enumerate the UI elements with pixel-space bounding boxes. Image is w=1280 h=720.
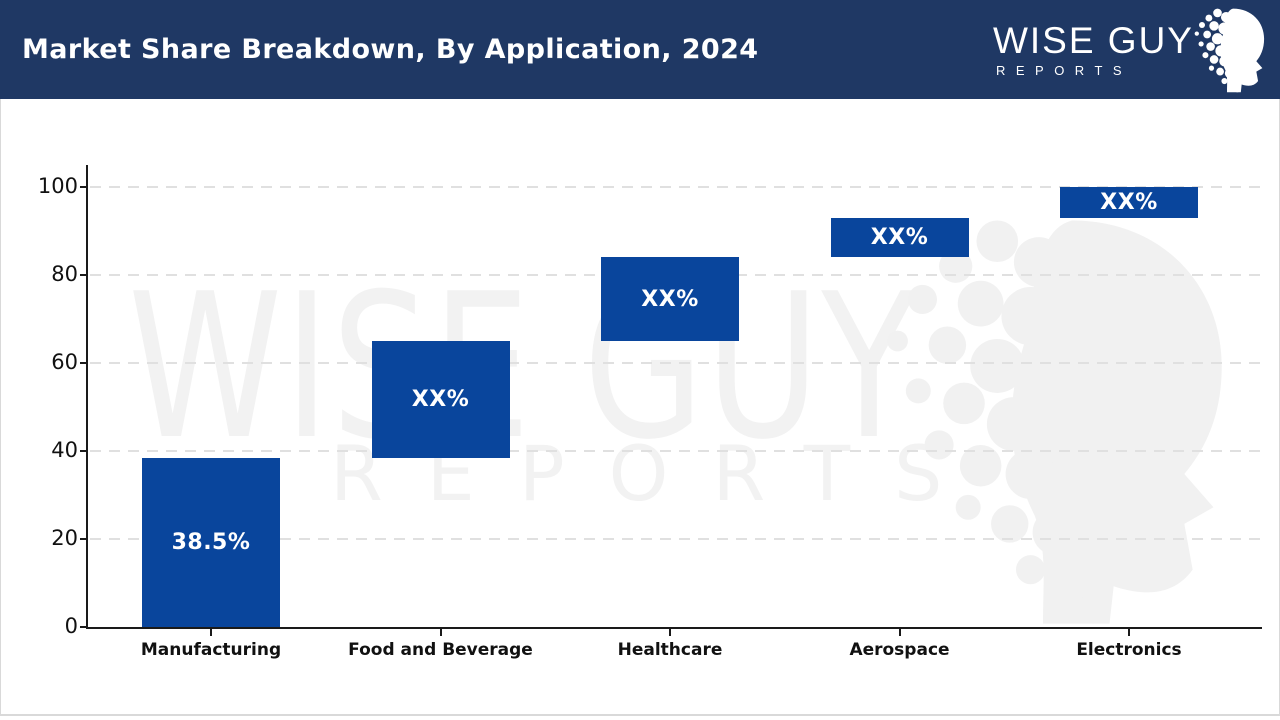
gridline-100 bbox=[90, 186, 1262, 188]
bar-electronics: XX% bbox=[1060, 187, 1198, 218]
x-tick-mark bbox=[898, 628, 901, 636]
page-title: Market Share Breakdown, By Application, … bbox=[22, 34, 759, 65]
bar-label: 38.5% bbox=[171, 529, 251, 555]
watermark-wordmark: WISE GUY bbox=[128, 251, 919, 484]
y-tick-mark bbox=[80, 538, 88, 540]
y-tick-label: 40 bbox=[51, 438, 78, 462]
header: Market Share Breakdown, By Application, … bbox=[0, 0, 1280, 99]
bar-label: XX% bbox=[411, 386, 470, 412]
bar-label: XX% bbox=[870, 225, 929, 251]
logo-wordmark: WISE GUY bbox=[992, 19, 1194, 61]
bar-label: XX% bbox=[1100, 189, 1158, 215]
x-tick-mark bbox=[439, 628, 442, 636]
gridline-20 bbox=[90, 538, 1262, 540]
y-tick-mark bbox=[80, 450, 88, 452]
logo-text: WISE GUY REPORTS bbox=[993, 22, 1194, 78]
y-tick-label: 0 bbox=[64, 614, 78, 638]
category-label: Manufacturing bbox=[140, 640, 282, 660]
x-tick-mark bbox=[1128, 628, 1130, 636]
y-tick-mark bbox=[80, 186, 88, 188]
category-label: Healthcare bbox=[617, 640, 723, 660]
bar-aerospace: XX% bbox=[830, 217, 969, 258]
y-tick-label: 20 bbox=[51, 526, 78, 550]
x-axis-line bbox=[86, 627, 1262, 629]
bar-food-and-beverage: XX% bbox=[371, 341, 510, 458]
bar-healthcare: XX% bbox=[601, 257, 739, 341]
y-tick-mark bbox=[80, 362, 88, 364]
x-tick-mark bbox=[669, 628, 671, 636]
logo-face-icon bbox=[1194, 8, 1265, 92]
y-tick-label: 80 bbox=[51, 262, 78, 286]
logo-subtitle: REPORTS bbox=[995, 62, 1133, 78]
y-tick-mark bbox=[80, 274, 88, 276]
y-tick-label: 100 bbox=[37, 174, 78, 198]
y-tick-mark bbox=[80, 626, 88, 628]
x-tick-mark bbox=[210, 628, 212, 636]
gridline-40 bbox=[90, 450, 1262, 452]
y-axis-line bbox=[86, 165, 88, 629]
bar-manufacturing: 38.5% bbox=[142, 457, 280, 627]
bar-label: XX% bbox=[641, 286, 699, 312]
logo: WISE GUY REPORTS bbox=[993, 6, 1280, 94]
category-label: Electronics bbox=[1076, 640, 1182, 660]
category-label: Aerospace bbox=[849, 640, 950, 660]
category-label: Food and Beverage bbox=[348, 640, 533, 660]
gridline-60 bbox=[90, 362, 1262, 364]
watermark-face-icon bbox=[887, 220, 1222, 624]
y-tick-label: 60 bbox=[51, 350, 78, 374]
